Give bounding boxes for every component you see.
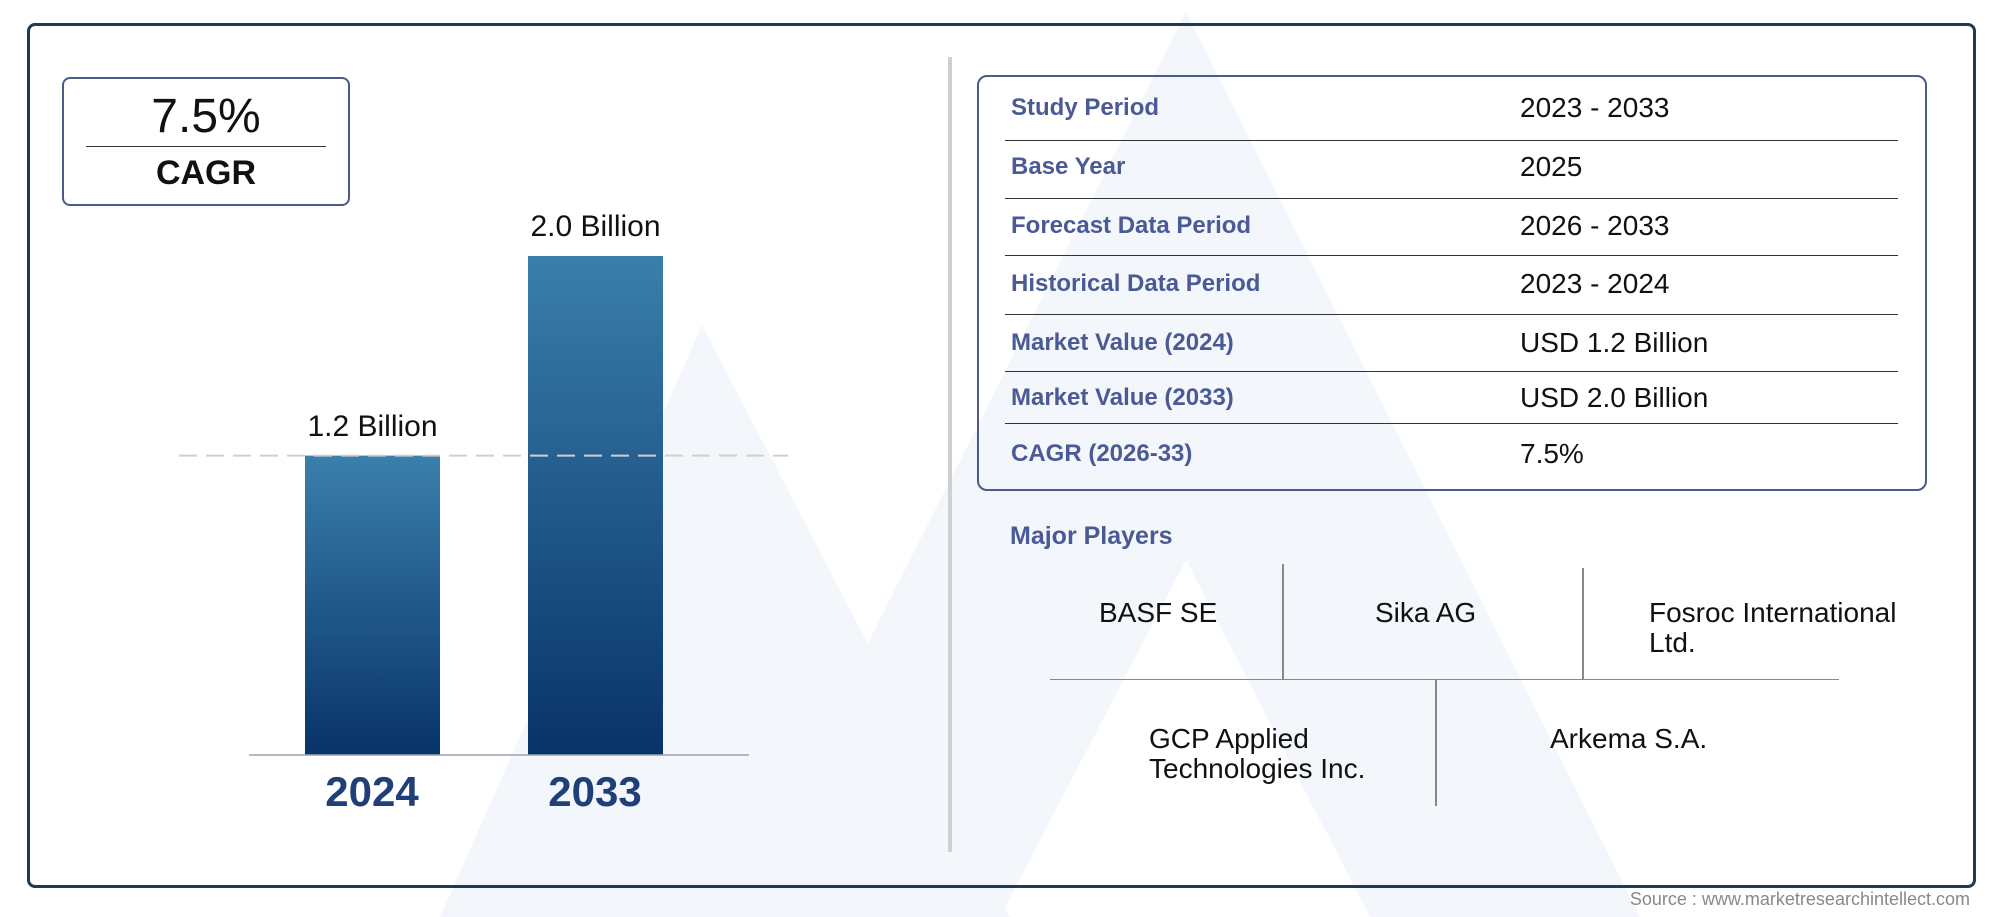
outer-frame bbox=[27, 23, 1976, 888]
table-row-label: Base Year bbox=[1011, 153, 1126, 180]
table-row-label: Historical Data Period bbox=[1011, 270, 1261, 297]
table-row-label: Market Value (2024) bbox=[1011, 329, 1234, 356]
table-row-value: USD 1.2 Billion bbox=[1520, 327, 1709, 358]
cagr-box: 7.5% CAGR bbox=[62, 77, 350, 206]
table-row-value: 2023 - 2033 bbox=[1520, 92, 1670, 123]
players-divider bbox=[1582, 568, 1584, 679]
table-row-divider bbox=[1005, 255, 1898, 256]
table-row-value: USD 2.0 Billion bbox=[1520, 382, 1709, 413]
table-row-value: 2025 bbox=[1520, 151, 1583, 182]
table-row-divider bbox=[1005, 140, 1898, 141]
players-divider bbox=[1435, 679, 1437, 806]
table-row-divider bbox=[1005, 198, 1898, 199]
player-arkema: Arkema S.A. bbox=[1550, 723, 1708, 754]
table-row-label: Study Period bbox=[1011, 94, 1160, 121]
players-divider bbox=[1050, 679, 1839, 680]
players-divider bbox=[1282, 564, 1284, 679]
table-row-divider bbox=[1005, 371, 1898, 372]
table-row-value: 2026 - 2033 bbox=[1520, 210, 1670, 241]
x-tick-2033: 2033 bbox=[548, 768, 642, 815]
table-row-label: Market Value (2033) bbox=[1011, 384, 1234, 411]
player-gcp: GCP Applied Technologies Inc. bbox=[1149, 723, 1366, 784]
table-row-value: 2023 - 2024 bbox=[1520, 268, 1670, 299]
source-note: Source : www.marketresearchintellect.com bbox=[1629, 889, 1970, 909]
player-basf: BASF SE bbox=[1099, 597, 1218, 628]
cagr-value: 7.5% bbox=[151, 90, 261, 143]
cagr-label: CAGR bbox=[155, 154, 257, 192]
table-row-label: CAGR (2026-33) bbox=[1011, 440, 1193, 467]
summary-table bbox=[977, 75, 1927, 491]
data-label-2033: 2.0 Billion bbox=[530, 210, 661, 243]
cagr-divider bbox=[86, 146, 326, 147]
x-tick-2024: 2024 bbox=[325, 768, 419, 815]
section-divider bbox=[948, 57, 952, 852]
player-sika: Sika AG bbox=[1375, 597, 1477, 628]
player-fosroc: Fosroc International Ltd. bbox=[1649, 597, 1897, 658]
table-row-value: 7.5% bbox=[1520, 438, 1584, 469]
table-row-divider bbox=[1005, 314, 1898, 315]
bar-chart bbox=[179, 256, 788, 756]
major-players-title: Major Players bbox=[1010, 522, 1173, 550]
bar-2024 bbox=[305, 455, 440, 755]
table-row-label: Forecast Data Period bbox=[1011, 212, 1252, 239]
bar-2033 bbox=[528, 256, 663, 755]
table-row-divider bbox=[1005, 423, 1898, 424]
data-label-2024: 1.2 Billion bbox=[307, 409, 438, 443]
